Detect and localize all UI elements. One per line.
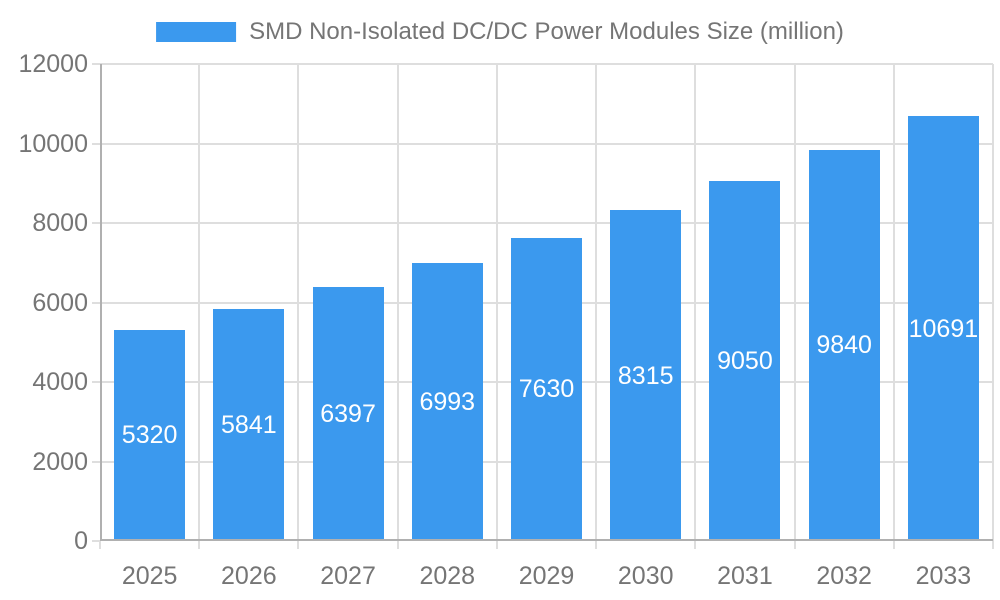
x-axis-label: 2033 xyxy=(915,562,972,590)
y-axis-tick xyxy=(92,142,100,145)
y-axis-tick xyxy=(92,540,100,542)
x-gridline xyxy=(892,64,895,541)
bar-value-label: 6397 xyxy=(320,399,376,428)
bar-value-label: 6993 xyxy=(419,388,476,416)
x-axis-label: 2026 xyxy=(221,562,277,590)
bar[interactable] xyxy=(312,286,384,541)
plot-area: 0 2000 4000 6000 8000 10000 12000 5320 2025 5841 2… xyxy=(18,50,994,590)
x-gridline xyxy=(595,64,598,541)
y-axis-label: 12000 xyxy=(18,50,88,78)
x-axis-tick xyxy=(793,541,796,549)
y-axis-tick xyxy=(92,381,100,383)
bar[interactable] xyxy=(213,308,285,541)
bar-value-label: 10691 xyxy=(908,314,979,343)
legend-swatch xyxy=(156,22,237,42)
x-gridline xyxy=(198,64,201,541)
bar-value-label: 5841 xyxy=(221,410,277,439)
bar[interactable] xyxy=(808,149,880,541)
y-axis-label: 2000 xyxy=(32,447,88,476)
x-gridline xyxy=(694,64,697,541)
bar[interactable] xyxy=(610,210,682,541)
bar[interactable] xyxy=(709,181,781,541)
legend-label: SMD Non-Isolated DC/DC Power Modules Siz… xyxy=(249,18,844,45)
bar[interactable] xyxy=(411,263,483,541)
y-axis-tick xyxy=(92,460,100,463)
y-axis-label: 6000 xyxy=(32,288,88,317)
y-gridline xyxy=(100,222,993,224)
x-axis-label: 2028 xyxy=(419,562,476,590)
x-axis-label: 2030 xyxy=(617,562,674,590)
y-axis-tick xyxy=(92,63,100,65)
x-axis-tick xyxy=(396,541,399,549)
bar-value-label: 9840 xyxy=(816,331,872,360)
x-axis-label: 2025 xyxy=(121,562,178,590)
y-axis-line xyxy=(100,64,102,541)
x-axis-tick xyxy=(198,541,201,549)
x-axis-tick xyxy=(595,541,598,549)
x-gridline xyxy=(992,64,994,541)
y-axis-tick xyxy=(92,222,100,224)
x-axis-tick xyxy=(495,541,498,549)
y-gridline xyxy=(100,142,993,145)
y-axis-tick xyxy=(92,301,100,304)
y-axis-label: 0 xyxy=(74,527,88,555)
x-gridline xyxy=(396,64,399,541)
x-gridline xyxy=(297,64,300,541)
x-axis-tick xyxy=(297,541,300,549)
bar-value-label: 7630 xyxy=(518,375,575,404)
x-axis-label: 2031 xyxy=(717,562,773,590)
bar-value-label: 5320 xyxy=(121,421,178,450)
bar[interactable] xyxy=(511,237,582,541)
bar-value-label: 8315 xyxy=(617,361,674,390)
x-gridline xyxy=(495,64,498,541)
x-axis-label: 2027 xyxy=(320,562,376,590)
x-axis-tick xyxy=(892,541,895,549)
x-axis-label: 2029 xyxy=(518,562,575,590)
y-axis-label: 4000 xyxy=(32,368,88,396)
x-axis-tick xyxy=(992,541,994,549)
x-axis-tick xyxy=(694,541,697,549)
x-axis-line xyxy=(100,539,993,541)
y-gridline xyxy=(100,63,993,65)
bar-value-label: 9050 xyxy=(717,347,773,376)
x-gridline xyxy=(793,64,796,541)
x-axis-label: 2032 xyxy=(816,562,872,590)
y-axis-label: 10000 xyxy=(18,129,88,158)
bar[interactable] xyxy=(114,329,186,541)
x-axis-tick xyxy=(99,541,101,549)
legend[interactable]: SMD Non-Isolated DC/DC Power Modules Siz… xyxy=(156,18,844,46)
bar[interactable] xyxy=(907,116,979,541)
y-axis-label: 8000 xyxy=(32,209,88,237)
